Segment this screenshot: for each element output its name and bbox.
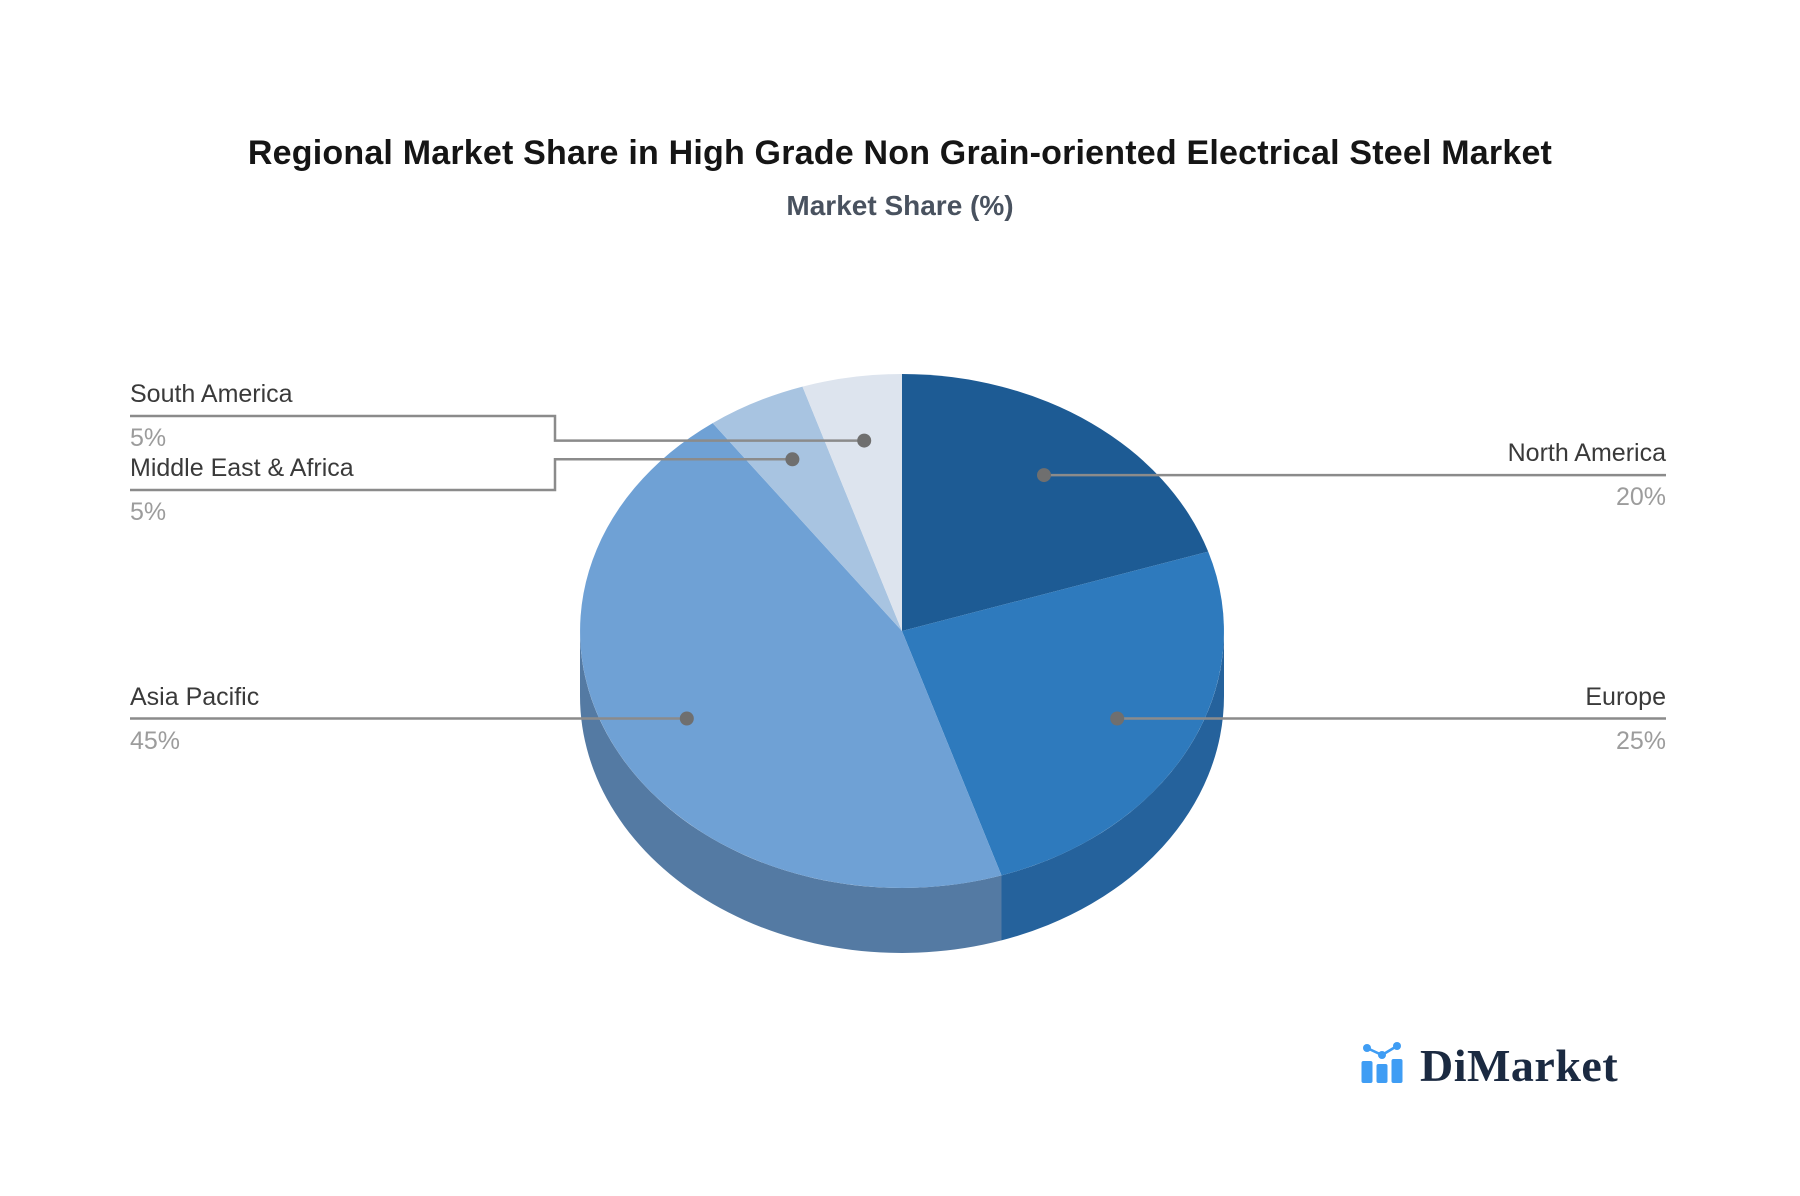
chart-subtitle: Market Share (%) bbox=[786, 190, 1014, 221]
callout-dot-asia-pacific bbox=[679, 711, 694, 726]
logo-text: DiMarket bbox=[1420, 1040, 1619, 1091]
bar-chart-logo-icon bbox=[1361, 1042, 1403, 1083]
slice-label-middle-east-africa: Middle East & Africa bbox=[130, 454, 354, 482]
pie-slice-north-america bbox=[902, 374, 1209, 631]
slice-label-asia-pacific: Asia Pacific bbox=[130, 682, 260, 711]
slice-value-middle-east-africa: 5% bbox=[130, 498, 167, 526]
slice-label-europe: Europe bbox=[1585, 682, 1666, 711]
pie-slices-group bbox=[580, 374, 1224, 888]
slice-value-north-america: 20% bbox=[1615, 483, 1666, 512]
slice-value-asia-pacific: 45% bbox=[130, 726, 181, 755]
pie-slice-depth-asia-pacific bbox=[580, 631, 1002, 953]
pie-slice-south-america bbox=[802, 374, 902, 631]
slice-label-north-america: North America bbox=[1507, 439, 1666, 468]
pie-depth-group bbox=[580, 631, 1224, 953]
chart-title: Regional Market Share in High Grade Non … bbox=[247, 134, 1553, 172]
pie-slice-depth-europe bbox=[1001, 631, 1224, 941]
slice-value-europe: 25% bbox=[1615, 726, 1666, 755]
pie-slice-europe bbox=[902, 551, 1224, 876]
pie-slice-middle-east-africa bbox=[712, 386, 902, 631]
dimarket-logo: DiMarket bbox=[1358, 1040, 1618, 1090]
slice-value-south-america: 5% bbox=[130, 424, 167, 452]
callout-dot-europe bbox=[1110, 711, 1125, 726]
callout-line-south-america bbox=[130, 414, 865, 442]
pie-slice-asia-pacific bbox=[580, 423, 1002, 888]
callout-lines-group bbox=[130, 414, 1666, 726]
callout-dot-south-america bbox=[857, 433, 872, 448]
callout-dot-north-america bbox=[1037, 468, 1051, 483]
slice-label-south-america: South America bbox=[130, 380, 293, 408]
callout-line-middle-east-africa bbox=[130, 458, 793, 492]
callout-dot-middle-east-africa bbox=[785, 452, 800, 467]
